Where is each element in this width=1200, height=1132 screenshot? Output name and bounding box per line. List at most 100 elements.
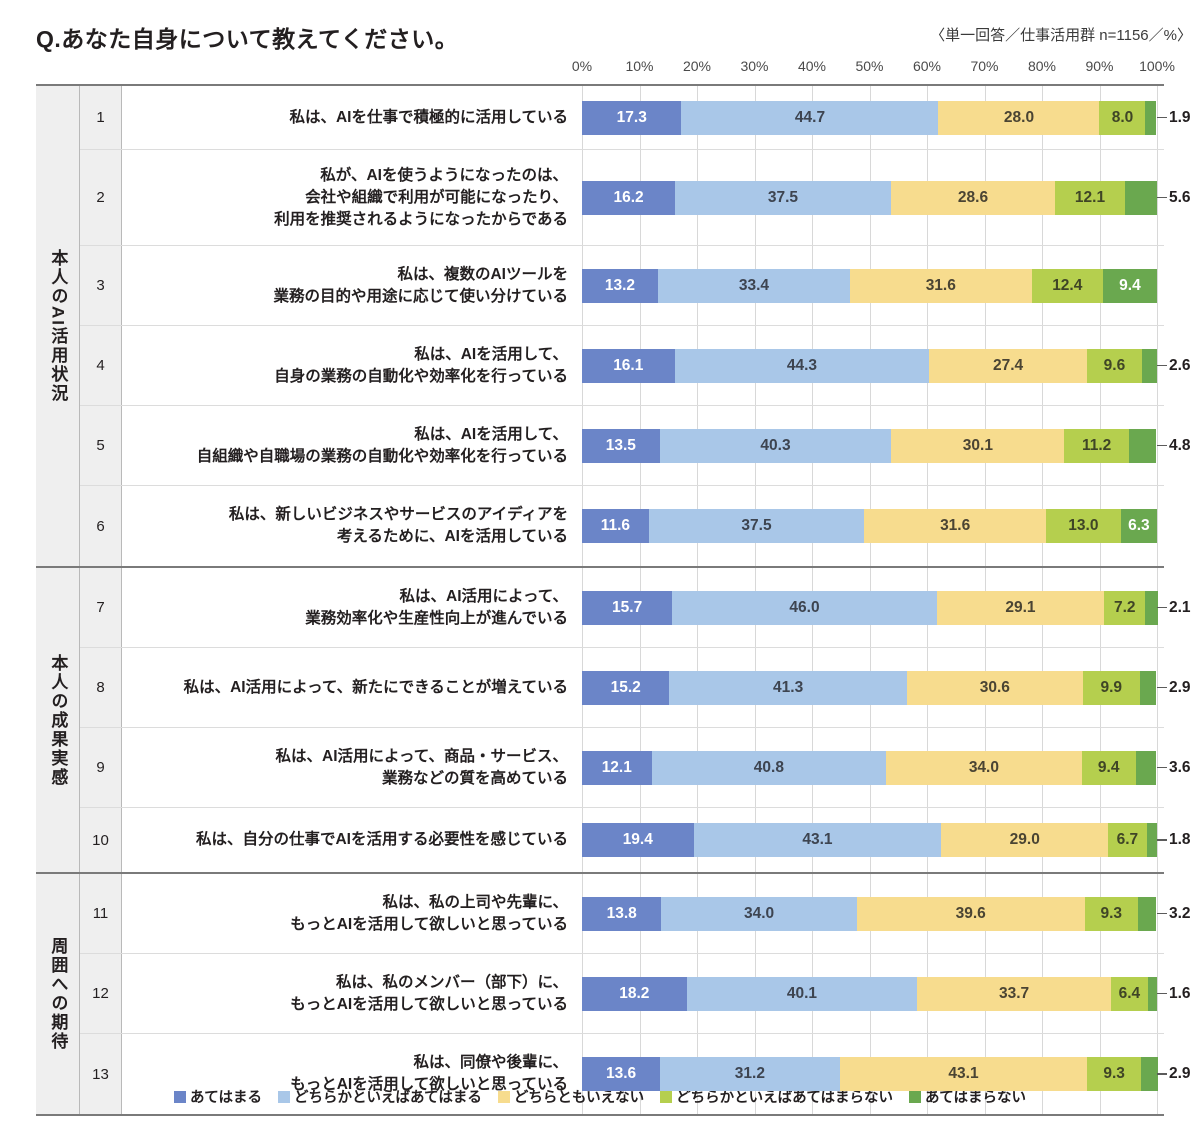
- bar-segment-5[interactable]: 9.4: [1102, 268, 1157, 303]
- bar-segment-2[interactable]: 40.1: [686, 976, 918, 1011]
- bar-segment-4[interactable]: 7.2: [1104, 590, 1146, 625]
- bar-segment-5[interactable]: 3.2: [1138, 896, 1157, 931]
- bar-segment-2[interactable]: 43.1: [693, 823, 942, 857]
- bar-segment-1[interactable]: 17.3: [582, 100, 682, 135]
- bar-segment-5[interactable]: 1.9: [1145, 100, 1157, 135]
- stacked-bar[interactable]: 15.2 41.3 30.6 9.9 2.9 2.9: [582, 670, 1191, 705]
- bar-segment-2[interactable]: 34.0: [661, 896, 857, 931]
- bar-segment-5[interactable]: 4.8: [1128, 428, 1157, 463]
- bar-segment-5[interactable]: 5.6: [1124, 180, 1157, 215]
- legend-item-2[interactable]: どちらかといえばあてはまる: [277, 1086, 482, 1107]
- legend-item-1[interactable]: あてはまる: [174, 1086, 262, 1107]
- bar-segment-1[interactable]: 18.2: [582, 976, 687, 1011]
- bar-segment-1[interactable]: 16.1: [582, 348, 675, 383]
- bar-segment-3[interactable]: 34.0: [886, 750, 1082, 785]
- bar-segment-3[interactable]: 30.1: [891, 428, 1065, 463]
- bar-cell: 19.4 43.1 29.0 6.7 1.8 1.8: [580, 808, 1191, 872]
- bar-segment-4[interactable]: 9.6: [1086, 348, 1143, 383]
- bar-segment-4[interactable]: 9.9: [1082, 670, 1140, 705]
- bar-segment-4[interactable]: 9.3: [1087, 1057, 1141, 1091]
- table-row[interactable]: 2 私が、AIを使うようになったのは、 会社や組織で利用が可能になったり、 利用を…: [80, 150, 1191, 246]
- bar-segment-3[interactable]: 28.6: [890, 180, 1056, 215]
- table-row[interactable]: 1 私は、AIを仕事で積極的に活用している 17.3 44.7 28.0 8.0 1.9 1.…: [80, 86, 1191, 150]
- legend-item-3[interactable]: どちらともいえない: [497, 1086, 644, 1107]
- bar-segment-4[interactable]: 6.7: [1108, 823, 1147, 857]
- table-row[interactable]: 3 私は、複数のAIツールを 業務の目的や用途に応じて使い分けている 13.2 33.…: [80, 246, 1164, 326]
- stacked-bar[interactable]: 17.3 44.7 28.0 8.0 1.9 1.9: [582, 100, 1191, 135]
- stacked-bar[interactable]: 11.637.531.613.06.36.3: [582, 509, 1157, 543]
- stacked-bar[interactable]: 13.6 31.2 43.1 9.3 2.9 2.9: [582, 1057, 1191, 1091]
- table-row[interactable]: 13 私は、同僚や後輩に、 もっとAIを活用して欲しいと思っている 13.6 31.2…: [80, 1034, 1191, 1114]
- bar-segment-5[interactable]: 2.6: [1142, 348, 1157, 383]
- bar-segment-3[interactable]: 39.6: [856, 896, 1085, 931]
- bar-segment-3[interactable]: 29.1: [936, 590, 1105, 625]
- bar-segment-1[interactable]: 13.8: [582, 896, 662, 931]
- stacked-bar[interactable]: 13.233.431.612.49.49.4: [582, 268, 1157, 303]
- legend-item-4[interactable]: どちらかといえばあてはまらない: [660, 1086, 893, 1107]
- bar-segment-3[interactable]: 43.1: [839, 1057, 1088, 1091]
- table-row[interactable]: 8 私は、AI活用によって、新たにできることが増えている 15.2 41.3 30.6 9…: [80, 648, 1191, 728]
- stacked-bar[interactable]: 18.2 40.1 33.7 6.4 1.6 1.6: [582, 976, 1191, 1011]
- bar-segment-3[interactable]: 29.0: [941, 823, 1109, 857]
- bar-segment-1[interactable]: 15.2: [582, 670, 670, 705]
- stacked-bar[interactable]: 13.5 40.3 30.1 11.2 4.8 4.8: [582, 428, 1191, 463]
- bar-segment-4[interactable]: 9.3: [1084, 896, 1138, 931]
- stacked-bar[interactable]: 12.1 40.8 34.0 9.4 3.6 3.6: [582, 750, 1191, 785]
- bar-segment-2[interactable]: 33.4: [657, 268, 850, 303]
- bar-segment-4[interactable]: 12.1: [1055, 180, 1125, 215]
- bar-segment-4[interactable]: 13.0: [1046, 509, 1121, 543]
- bar-segment-3[interactable]: 30.6: [906, 670, 1083, 705]
- bar-segment-4[interactable]: 11.2: [1064, 428, 1129, 463]
- bar-segment-2[interactable]: 41.3: [669, 670, 907, 705]
- bar-segment-3[interactable]: 27.4: [929, 348, 1087, 383]
- bar-segment-2[interactable]: 46.0: [672, 590, 937, 625]
- bar-segment-2[interactable]: 37.5: [648, 509, 865, 543]
- bar-cell: 11.637.531.613.06.36.3: [580, 486, 1164, 566]
- bar-segment-4[interactable]: 9.4: [1081, 750, 1136, 785]
- bar-segment-3[interactable]: 33.7: [917, 976, 1111, 1011]
- bar-segment-5[interactable]: 6.3: [1120, 509, 1157, 543]
- bar-segment-2[interactable]: 40.8: [651, 750, 887, 785]
- table-row[interactable]: 5 私は、AIを活用して、 自組織や自職場の業務の自動化や効率化を行っている 13.…: [80, 406, 1191, 486]
- table-row[interactable]: 12 私は、私のメンバー（部下）に、 もっとAIを活用して欲しいと思っている 18.…: [80, 954, 1191, 1034]
- bar-segment-2[interactable]: 31.2: [660, 1057, 840, 1091]
- bar-segment-3[interactable]: 31.6: [864, 509, 1046, 543]
- bar-segment-4[interactable]: 8.0: [1099, 100, 1146, 135]
- bar-segment-2[interactable]: 40.3: [659, 428, 892, 463]
- bar-segment-1[interactable]: 13.6: [582, 1057, 661, 1091]
- table-row[interactable]: 10 私は、自分の仕事でAIを活用する必要性を感じている 19.4 43.1 29.0 6…: [80, 808, 1191, 872]
- bar-segment-5[interactable]: 1.8: [1146, 823, 1157, 857]
- table-row[interactable]: 6 私は、新しいビジネスやサービスのアイディアを 考えるために、AIを活用している…: [80, 486, 1164, 566]
- bar-segment-5[interactable]: 1.6: [1147, 976, 1157, 1011]
- bar-segment-1[interactable]: 11.6: [582, 509, 649, 543]
- leader-line: [1157, 992, 1167, 995]
- bar-segment-1[interactable]: 15.7: [582, 590, 673, 625]
- bar-segment-5[interactable]: 3.6: [1135, 750, 1157, 785]
- bar-segment-5[interactable]: 2.9: [1140, 1057, 1158, 1091]
- bar-segment-2[interactable]: 37.5: [675, 180, 891, 215]
- table-row[interactable]: 4 私は、AIを活用して、 自身の業務の自動化や効率化を行っている 16.1 44.3…: [80, 326, 1191, 406]
- table-row[interactable]: 11 私は、私の上司や先輩に、 もっとAIを活用して欲しいと思っている 13.8 34…: [80, 874, 1191, 954]
- bar-segment-4[interactable]: 6.4: [1110, 976, 1148, 1011]
- bar-segment-1[interactable]: 13.2: [582, 268, 658, 303]
- stacked-bar[interactable]: 19.4 43.1 29.0 6.7 1.8 1.8: [582, 823, 1191, 857]
- bar-segment-1[interactable]: 13.5: [582, 428, 660, 463]
- bar-segment-1[interactable]: 19.4: [582, 823, 694, 857]
- stacked-bar[interactable]: 15.7 46.0 29.1 7.2 2.1 2.1: [582, 590, 1191, 625]
- bar-segment-2[interactable]: 44.7: [681, 100, 939, 135]
- bar-segment-5[interactable]: 2.9: [1139, 670, 1157, 705]
- bar-segment-4[interactable]: 12.4: [1031, 268, 1103, 303]
- bar-segment-5[interactable]: 2.1: [1145, 590, 1158, 625]
- bar-segment-1[interactable]: 12.1: [582, 750, 652, 785]
- table-row[interactable]: 7 私は、AI活用によって、 業務効率化や生産性向上が進んでいる 15.7 46.0 2…: [80, 568, 1191, 648]
- stacked-bar[interactable]: 16.2 37.5 28.6 12.1 5.6 5.6: [582, 180, 1191, 215]
- legend-item-5[interactable]: あてはまらない: [909, 1086, 1026, 1107]
- stacked-bar[interactable]: 16.1 44.3 27.4 9.6 2.6 2.6: [582, 348, 1191, 383]
- stacked-bar[interactable]: 13.8 34.0 39.6 9.3 3.2 3.2: [582, 896, 1191, 931]
- bar-segment-1[interactable]: 16.2: [582, 180, 676, 215]
- bar-segment-2[interactable]: 44.3: [674, 348, 930, 383]
- bar-segment-3[interactable]: 28.0: [938, 100, 1100, 135]
- legend-swatch-icon: [174, 1090, 187, 1103]
- bar-segment-3[interactable]: 31.6: [849, 268, 1032, 303]
- table-row[interactable]: 9 私は、AI活用によって、商品・サービス、 業務などの質を高めている 12.1 40…: [80, 728, 1191, 808]
